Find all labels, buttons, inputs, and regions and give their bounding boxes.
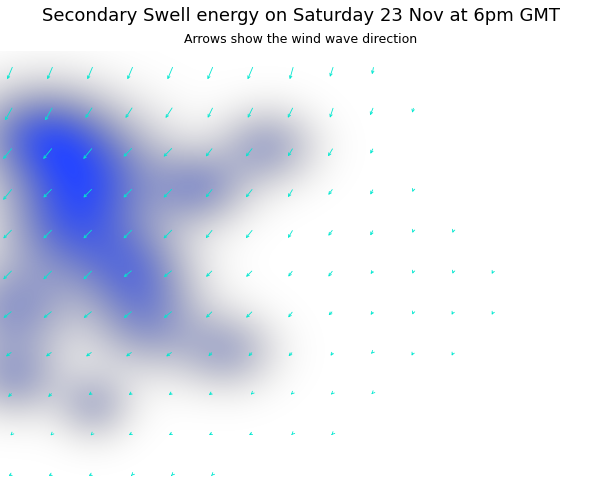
Text: Secondary Swell energy on Saturday 23 Nov at 6pm GMT: Secondary Swell energy on Saturday 23 No… <box>41 7 560 25</box>
Text: Arrows show the wind wave direction: Arrows show the wind wave direction <box>184 34 417 46</box>
